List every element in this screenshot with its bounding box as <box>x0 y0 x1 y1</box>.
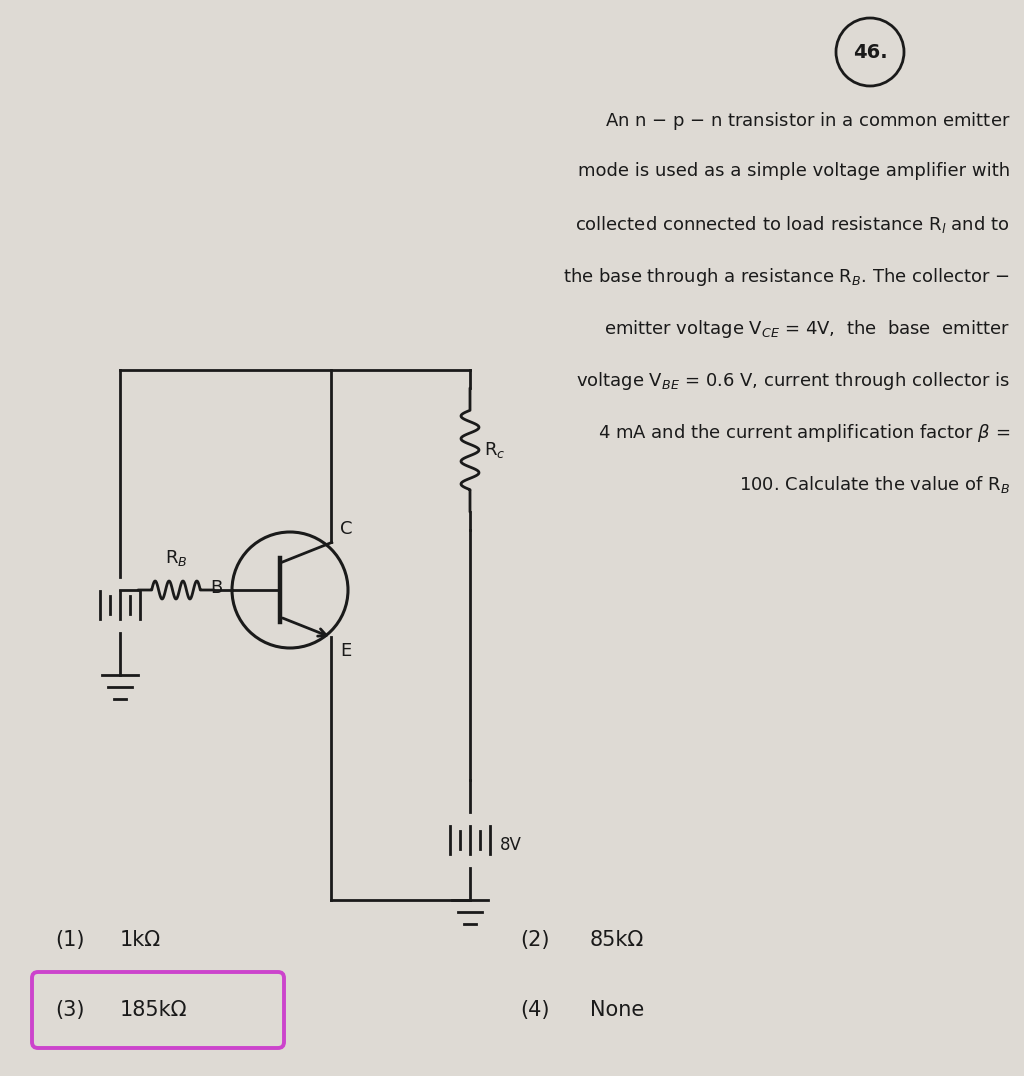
Text: E: E <box>340 641 351 660</box>
Text: 46.: 46. <box>853 42 888 61</box>
Text: mode is used as a simple voltage amplifier with: mode is used as a simple voltage amplifi… <box>578 162 1010 180</box>
Text: collected connected to load resistance R$_l$ and to: collected connected to load resistance R… <box>575 214 1010 235</box>
Text: voltage V$_{BE}$ = 0.6 V, current through collector is: voltage V$_{BE}$ = 0.6 V, current throug… <box>577 370 1010 392</box>
Text: (3): (3) <box>55 1000 85 1020</box>
Text: 100. Calculate the value of R$_B$: 100. Calculate the value of R$_B$ <box>738 475 1010 495</box>
Text: the base through a resistance R$_B$. The collector $-$: the base through a resistance R$_B$. The… <box>563 266 1010 288</box>
Text: 8V: 8V <box>500 836 522 854</box>
Text: B: B <box>210 579 222 597</box>
Text: emitter voltage V$_{CE}$ = 4V,  the  base  emitter: emitter voltage V$_{CE}$ = 4V, the base … <box>604 318 1010 340</box>
Text: None: None <box>590 1000 644 1020</box>
Text: 4 mA and the current amplification factor $\beta$ =: 4 mA and the current amplification facto… <box>598 422 1010 444</box>
Text: 185kΩ: 185kΩ <box>120 1000 187 1020</box>
Text: R$_c$: R$_c$ <box>484 440 506 461</box>
Text: C: C <box>340 521 352 538</box>
Text: 1kΩ: 1kΩ <box>120 930 161 950</box>
Text: R$_B$: R$_B$ <box>165 548 187 568</box>
Text: (2): (2) <box>520 930 550 950</box>
Text: An n $-$ p $-$ n transistor in a common emitter: An n $-$ p $-$ n transistor in a common … <box>604 110 1010 132</box>
Text: 85kΩ: 85kΩ <box>590 930 644 950</box>
Text: (4): (4) <box>520 1000 550 1020</box>
Text: (1): (1) <box>55 930 85 950</box>
